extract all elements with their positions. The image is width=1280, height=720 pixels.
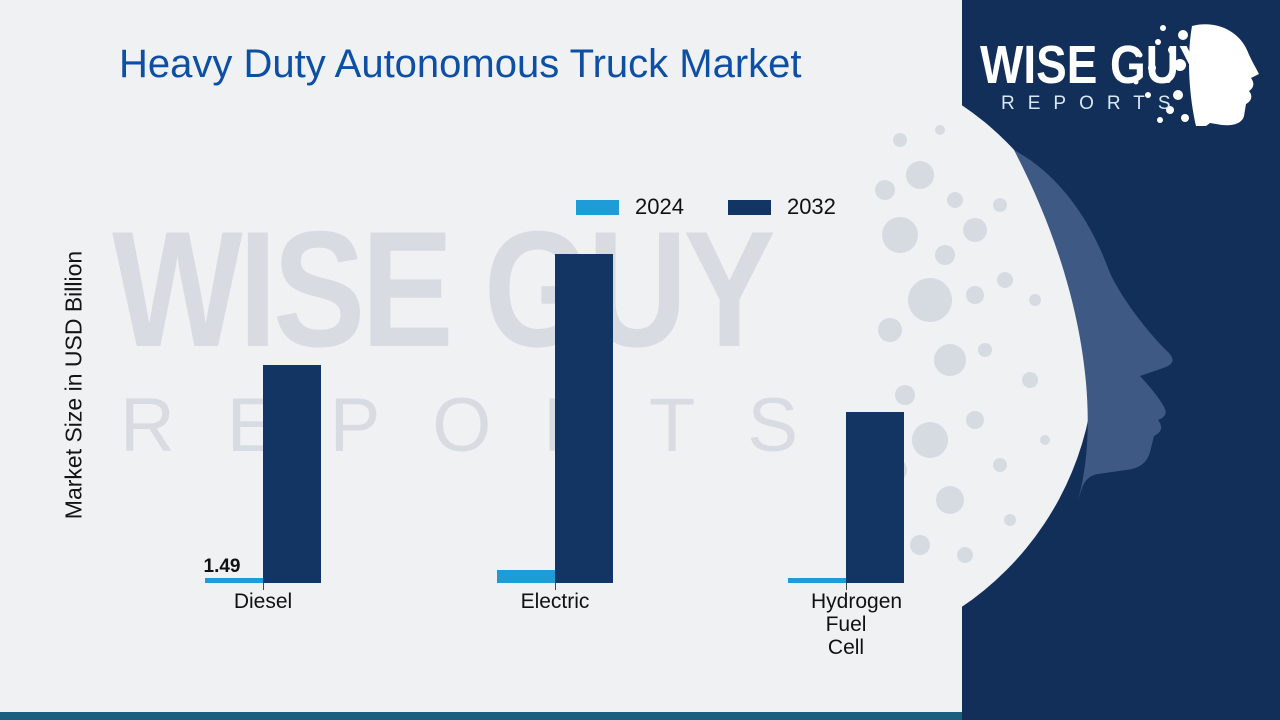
logo-subtitle: REPORTS — [1001, 93, 1184, 114]
bar-2024-diesel — [205, 578, 263, 583]
legend-item-2032: 2032 — [727, 194, 836, 220]
watermark-wordmark: WISE GUY — [112, 197, 776, 381]
bar-2032-electric — [555, 254, 613, 583]
category-label: Diesel — [233, 590, 293, 613]
bar-2024-hydrogen-fuel-cell — [788, 578, 846, 583]
logo-wordmark: WISE GUY — [980, 35, 1210, 95]
legend-item-2024: 2024 — [576, 194, 684, 220]
watermark-subtitle: REPORTS — [120, 383, 851, 468]
legend-swatch-2032 — [727, 199, 771, 215]
bar-value-label: 1.49 — [203, 556, 241, 577]
legend-swatch-2024 — [576, 199, 619, 215]
x-axis-tick — [846, 583, 847, 590]
page-title: Heavy Duty Autonomous Truck Market — [119, 42, 802, 86]
accent-strip — [0, 712, 962, 720]
category-label: Hydrogen Fuel Cell — [811, 590, 903, 659]
logo: WISE GUY REPORTS — [980, 35, 1250, 115]
face-silhouette — [1014, 150, 1173, 500]
legend-label-2032: 2032 — [786, 194, 836, 219]
bar-2032-diesel — [263, 365, 321, 583]
legend-label-2024: 2024 — [635, 194, 684, 219]
chart-legend: 2024 2032 — [576, 194, 836, 220]
category-label: Electric — [520, 590, 590, 613]
bar-2024-electric — [497, 570, 555, 583]
x-axis-tick — [263, 583, 264, 590]
brand-circle — [858, 60, 1095, 652]
bar-2032-hydrogen-fuel-cell — [846, 412, 904, 583]
logo-head-icon — [1133, 24, 1259, 126]
x-axis-tick — [555, 583, 556, 590]
